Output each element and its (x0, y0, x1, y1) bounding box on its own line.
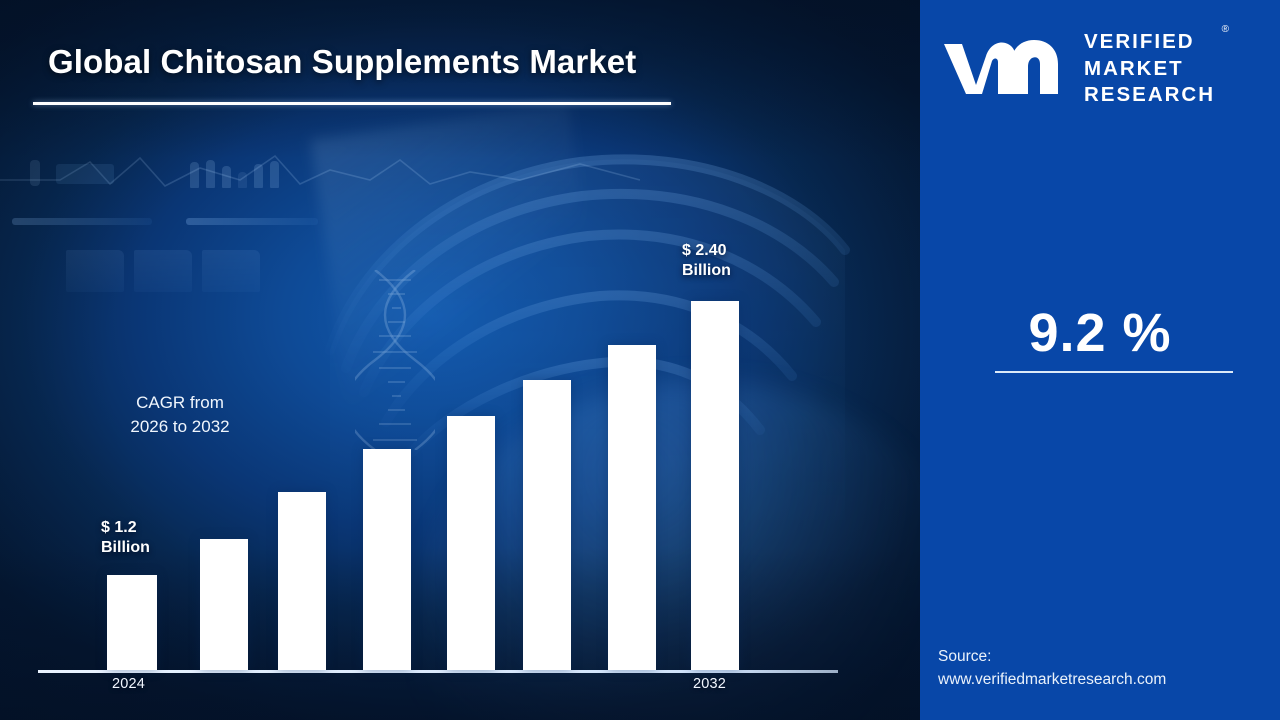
cagr-value: 9.2 % (1028, 303, 1172, 363)
chart-bar[interactable] (523, 380, 571, 670)
chart-tick-end: 2032 (693, 676, 727, 692)
chart-bar[interactable] (107, 575, 157, 670)
vmr-logo[interactable]: VERIFIED MARKET RESEARCH ® (942, 24, 1262, 110)
chart-tick-start: 2024 (112, 676, 146, 692)
chart-end-value-label: $ 2.40 Billion (682, 242, 731, 279)
vmr-logo-text: VERIFIED MARKET RESEARCH ® (1084, 24, 1229, 109)
chart-panel: Global Chitosan Supplements Market $ 1.2… (0, 0, 920, 720)
chart-bar[interactable] (691, 301, 739, 670)
title-underline (33, 102, 671, 105)
source-text: Source: www.verifiedmarketresearch.com (938, 648, 1167, 689)
page-title: Global Chitosan Supplements Market (48, 43, 637, 80)
chart-start-value-label: $ 1.2 Billion (101, 519, 150, 556)
chart-bar[interactable] (278, 492, 326, 670)
chart-axis-line (38, 670, 838, 673)
chart-bar[interactable] (363, 449, 411, 670)
chart-bar[interactable] (200, 539, 248, 670)
chart-bar[interactable] (608, 345, 656, 670)
brand-panel: VERIFIED MARKET RESEARCH ® 9.2 % (920, 0, 1280, 720)
logo-line-research: RESEARCH (1084, 83, 1216, 107)
logo-line-verified: VERIFIED (1084, 30, 1195, 54)
bar-chart: $ 1.2 Billion $ 2.40 Billion 2024 2032 (38, 242, 838, 692)
logo-line-market: MARKET (1084, 56, 1184, 80)
cagr-caption: CAGR from 2026 to 2032 (130, 393, 230, 437)
registered-trademark-icon: ® (1221, 24, 1230, 36)
vmr-logo-mark (944, 40, 1058, 94)
chart-bar[interactable] (447, 416, 495, 670)
cagr-divider (995, 371, 1233, 373)
